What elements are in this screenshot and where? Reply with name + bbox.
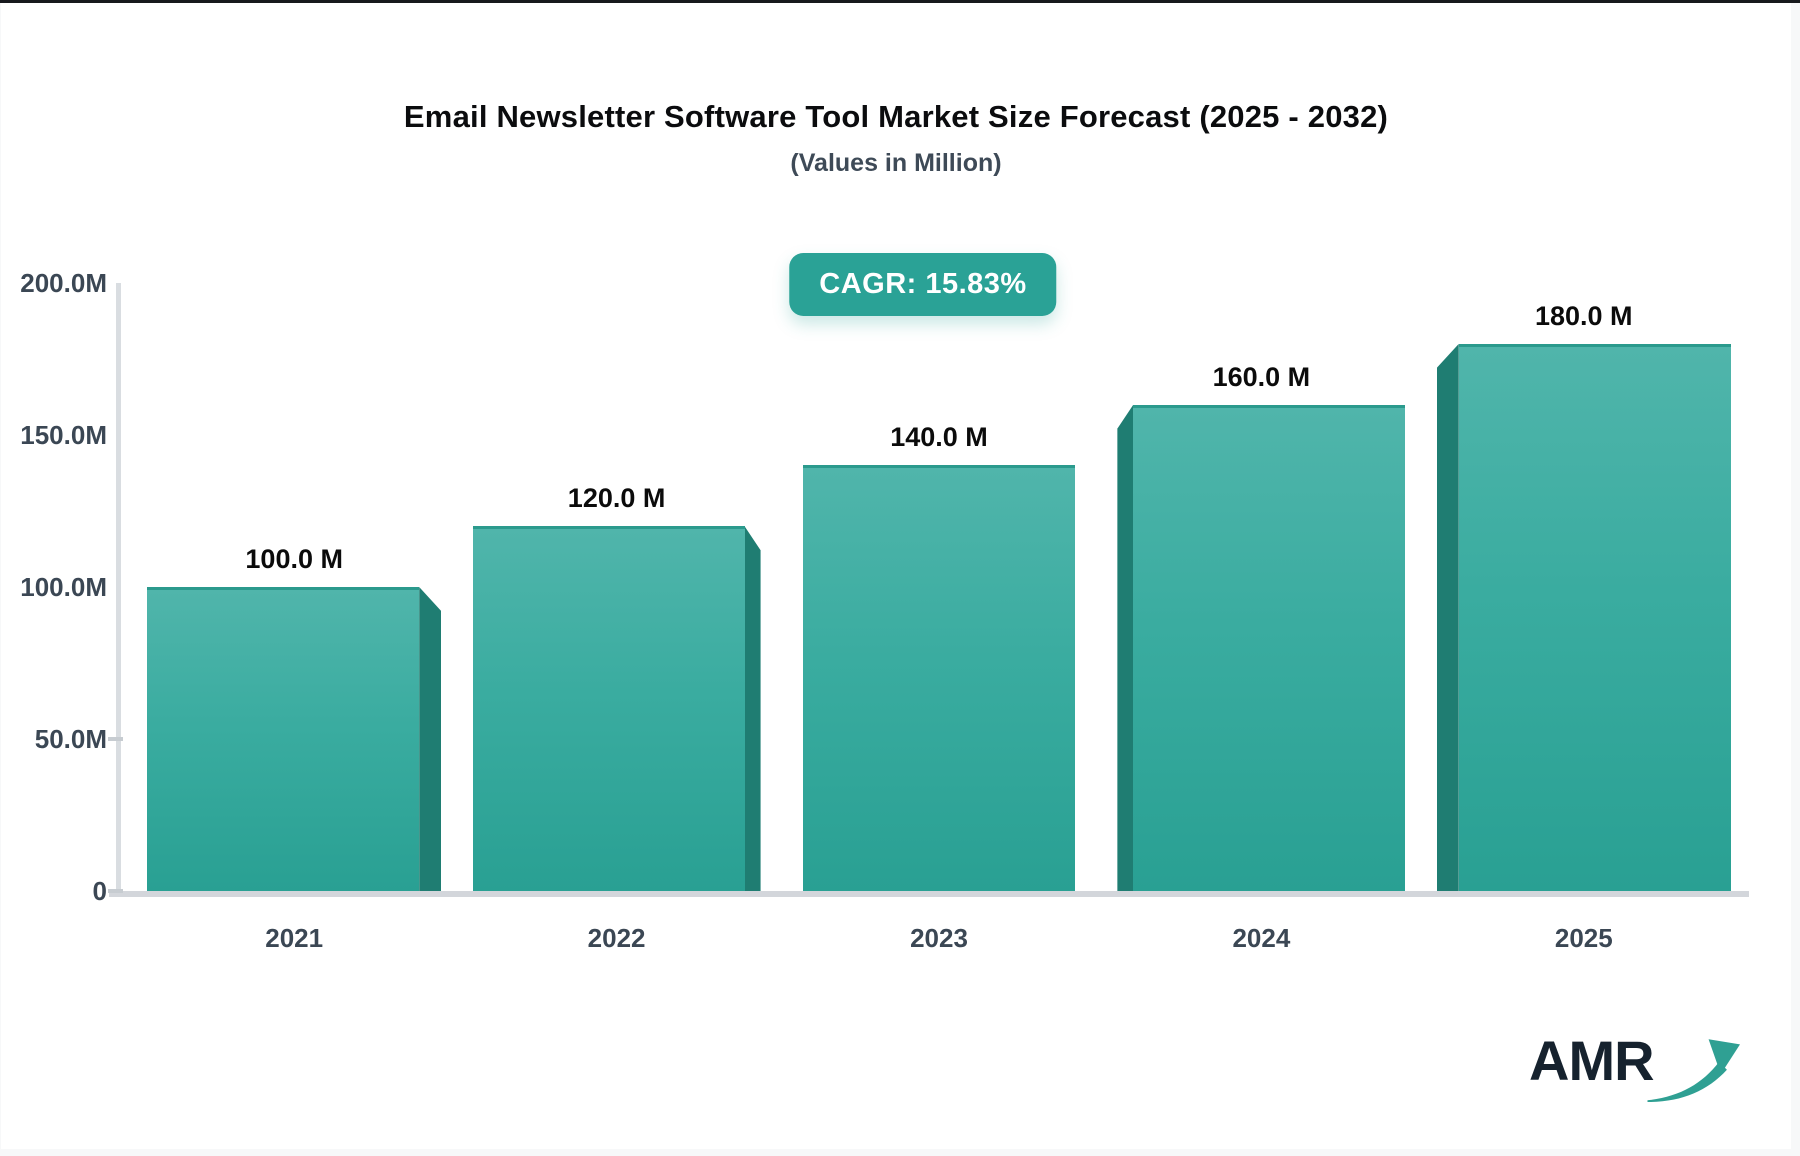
plot-area: 100.0 M 120.0 M 140.0 M 160.0 M 180.0 M 200.… bbox=[20, 268, 1749, 953]
bar-3d-side bbox=[419, 587, 442, 891]
bars-container: 100.0 M 120.0 M 140.0 M 160.0 M 180.0 M bbox=[133, 283, 1745, 891]
bar-slot: 120.0 M bbox=[455, 283, 777, 891]
bar-group bbox=[147, 587, 442, 891]
growth-arrow-icon bbox=[1644, 1029, 1740, 1112]
x-axis-label: 2023 bbox=[910, 923, 968, 953]
bar-value-label: 160.0 M bbox=[1212, 361, 1311, 392]
window-top-edge bbox=[0, 0, 1800, 3]
x-axis-label: 2022 bbox=[587, 923, 646, 953]
bar-group bbox=[1117, 404, 1406, 891]
y-axis-tick-label: 100.0M bbox=[20, 572, 107, 602]
bar bbox=[802, 465, 1075, 891]
x-axis-label: 2025 bbox=[1554, 923, 1613, 953]
bar bbox=[1133, 404, 1406, 891]
page-gutter-right bbox=[1791, 0, 1800, 1156]
bar-3d-side bbox=[1436, 343, 1459, 891]
bar-slot: 100.0 M bbox=[133, 283, 455, 891]
bar-3d-side bbox=[744, 526, 761, 891]
cagr-badge: CAGR: 15.83% bbox=[789, 253, 1057, 316]
bar-value-label: 180.0 M bbox=[1534, 300, 1633, 331]
bar-group bbox=[1436, 343, 1731, 891]
amr-logo-text: AMR bbox=[1529, 1029, 1655, 1092]
y-axis-tick-label: 0 bbox=[92, 876, 107, 906]
y-axis-tick-label: 50.0M bbox=[34, 724, 107, 754]
bar-group bbox=[472, 526, 761, 891]
bar bbox=[147, 587, 420, 891]
y-axis-tick-mark bbox=[108, 737, 123, 741]
chart-title: Email Newsletter Software Tool Market Si… bbox=[403, 99, 1389, 134]
x-axis-label: 2021 bbox=[265, 923, 324, 953]
bar-slot: 160.0 M bbox=[1100, 283, 1422, 891]
chart-card: Email Newsletter Software Tool Market Si… bbox=[1, 3, 1791, 1150]
amr-logo: AMR bbox=[1529, 1033, 1740, 1112]
bar-slot: 180.0 M bbox=[1423, 283, 1745, 891]
y-axis-tick-mark bbox=[108, 889, 123, 893]
bar-group bbox=[802, 465, 1075, 891]
y-axis-line bbox=[116, 283, 121, 896]
x-axis-label: 2024 bbox=[1232, 923, 1291, 953]
y-axis-tick-label: 200.0M bbox=[20, 268, 107, 298]
bar bbox=[1458, 343, 1731, 891]
bar-value-label: 100.0 M bbox=[245, 544, 343, 574]
bar-value-label: 140.0 M bbox=[890, 422, 988, 453]
page-gutter-bottom bbox=[0, 1149, 1800, 1156]
bar-3d-side bbox=[1117, 404, 1134, 891]
chart-subtitle: (Values in Million) bbox=[790, 149, 1002, 177]
x-axis-line bbox=[109, 891, 1749, 897]
y-axis-tick-label: 150.0M bbox=[20, 420, 107, 450]
bar-slot: 140.0 M bbox=[778, 283, 1100, 891]
bar bbox=[472, 526, 745, 891]
bar-value-label: 120.0 M bbox=[567, 483, 666, 514]
